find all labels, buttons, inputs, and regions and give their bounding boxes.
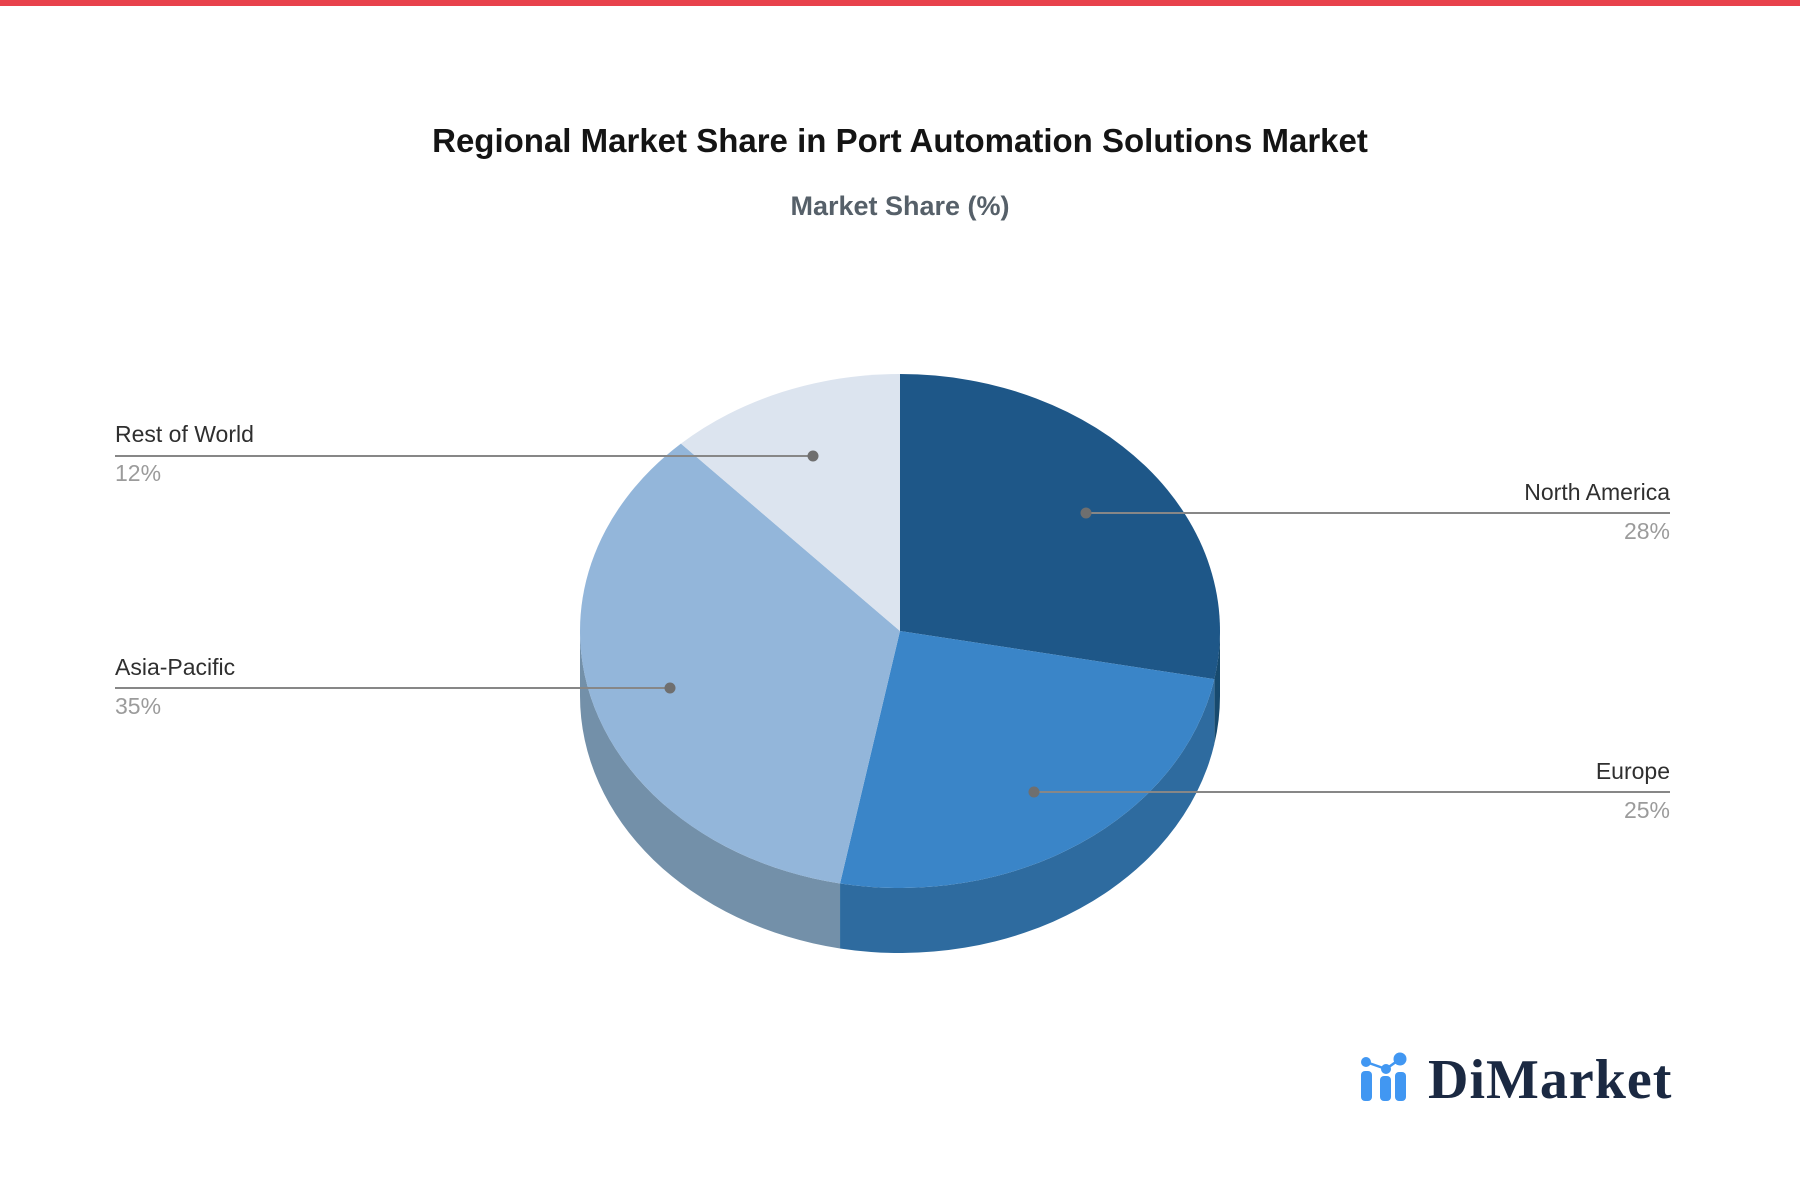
slice-percent-text: 35% — [115, 693, 162, 719]
brand-logo-text: DiMarket — [1428, 1049, 1673, 1111]
brand-logo: DiMarket — [1356, 1040, 1672, 1112]
leader-dot-asia-pacific — [664, 682, 676, 694]
pie-slice-side-asia-pacific — [580, 631, 841, 949]
label-asia-pacific: Asia-Pacific 35% — [115, 654, 235, 720]
slice-label-text: North America — [1524, 479, 1670, 505]
slice-label-text: Asia-Pacific — [115, 654, 236, 680]
chart-title: Regional Market Share in Port Automation… — [432, 122, 1368, 159]
slice-label-text: Rest of World — [115, 421, 254, 447]
label-north-america: North America 28% — [1524, 479, 1670, 545]
top-accent-bar — [0, 0, 1800, 6]
pie-slice-asia-pacific[interactable] — [580, 443, 900, 884]
slice-percent-text: 28% — [1623, 518, 1670, 544]
chart-subtitle: Market Share (%) — [790, 191, 1010, 221]
slice-label-text: Europe — [1595, 758, 1670, 784]
bar-line-chart-icon — [1361, 1052, 1407, 1101]
leader-dot-rest-of-world — [807, 450, 819, 462]
leader-dot-north-america — [1080, 507, 1092, 519]
pie-slice-north-america[interactable] — [900, 374, 1220, 680]
label-rest-of-world: Rest of World 12% — [115, 421, 254, 487]
pie-slice-rest-of-world[interactable] — [680, 374, 900, 631]
slice-percent-text: 25% — [1623, 797, 1670, 823]
pie-slice-europe[interactable] — [840, 631, 1215, 888]
pie-slice-side-europe — [840, 679, 1215, 953]
slice-percent-text: 12% — [115, 460, 162, 486]
pie-slice-side-north-america — [1214, 631, 1220, 745]
label-europe: Europe 25% — [1596, 758, 1670, 824]
leader-dot-europe — [1028, 786, 1040, 798]
